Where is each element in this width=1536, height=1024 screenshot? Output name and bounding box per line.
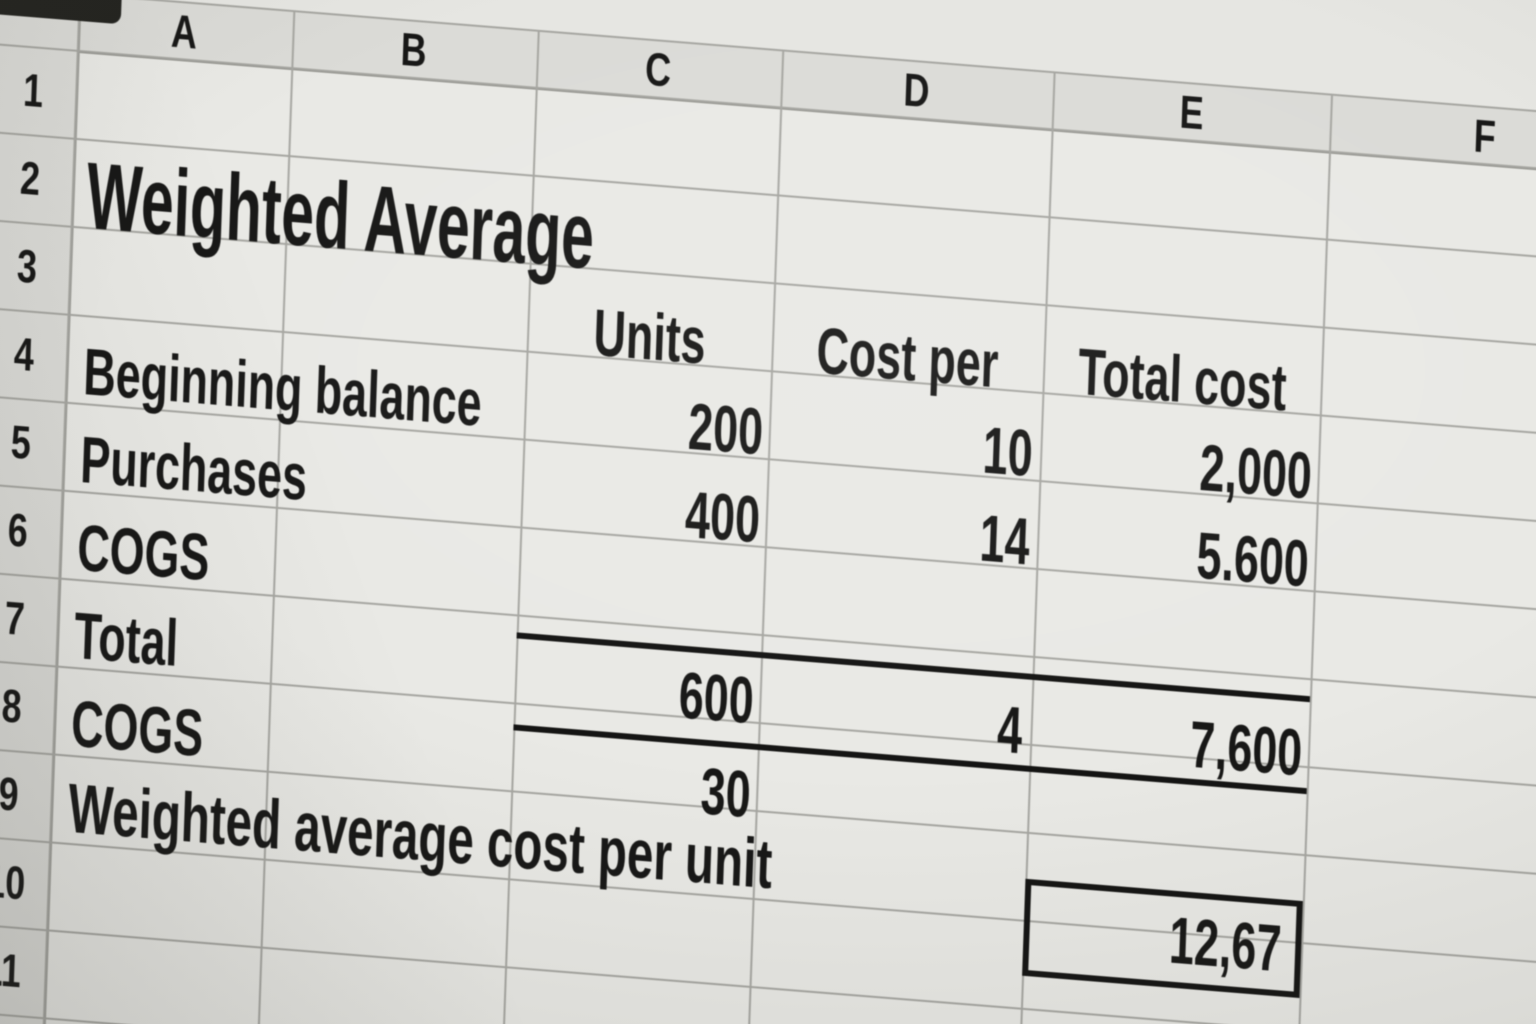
- row-header-1[interactable]: 1: [22, 63, 44, 118]
- column-header-e[interactable]: E: [1178, 85, 1205, 140]
- row-header-7[interactable]: 7: [3, 591, 26, 645]
- column-header-a[interactable]: A: [170, 4, 199, 59]
- row-header-11[interactable]: 11: [0, 942, 22, 998]
- column-header-d[interactable]: D: [903, 63, 931, 118]
- column-header-b[interactable]: B: [400, 22, 428, 77]
- row-header-8[interactable]: 8: [0, 679, 23, 733]
- row-header-4[interactable]: 4: [12, 327, 35, 381]
- row-header-3[interactable]: 3: [15, 239, 38, 294]
- row-header-6[interactable]: 6: [6, 503, 29, 557]
- summary-value: 12,67: [1167, 901, 1283, 985]
- column-header-f[interactable]: F: [1472, 109, 1497, 163]
- column-header-c[interactable]: C: [644, 42, 673, 97]
- row-header-9[interactable]: 9: [0, 767, 20, 821]
- row-header-5[interactable]: 5: [9, 415, 32, 469]
- row-header-10[interactable]: 10: [0, 854, 27, 910]
- row-header-2[interactable]: 2: [18, 151, 41, 206]
